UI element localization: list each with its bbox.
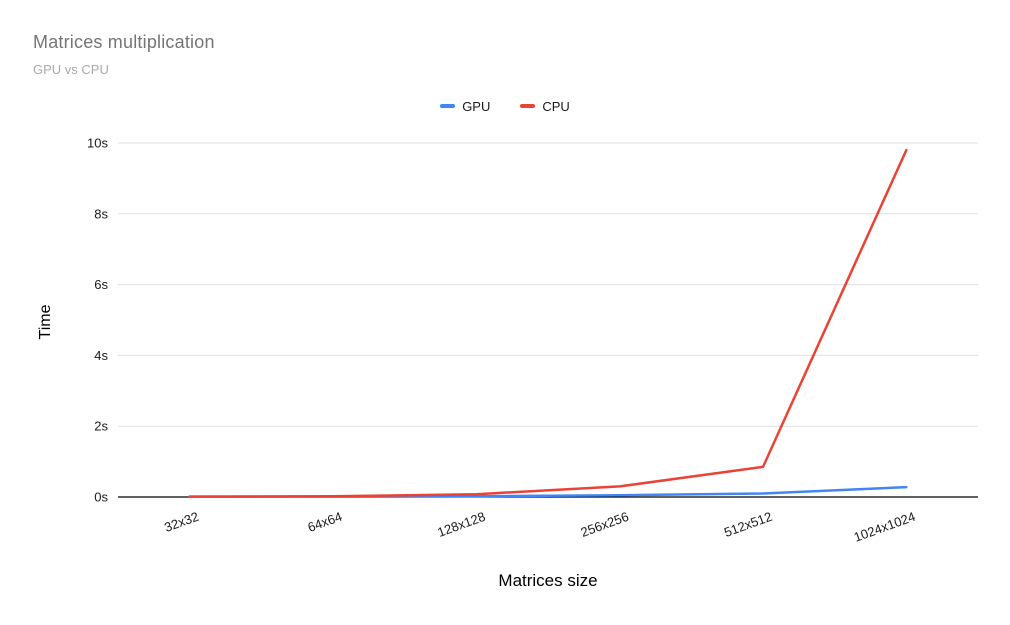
x-tick-label: 1024x1024: [852, 509, 918, 545]
legend-marker-gpu: [440, 104, 456, 108]
x-tick-label: 128x128: [435, 509, 487, 540]
x-tick-label: 512x512: [722, 509, 774, 540]
y-axis-title: Time: [37, 304, 54, 340]
y-tick-label: 8s: [94, 206, 108, 221]
y-tick-label: 10s: [87, 136, 108, 151]
legend-item-gpu: GPU: [440, 99, 490, 114]
legend-item-cpu: CPU: [520, 98, 570, 114]
y-tick-label: 4s: [94, 348, 108, 363]
legend-marker-cpu: [520, 104, 536, 108]
y-tick-label: 2s: [94, 419, 108, 434]
series-line-cpu: [188, 148, 908, 498]
x-tick-label: 64x64: [306, 509, 344, 535]
chart-subtitle: GPU vs CPU: [33, 62, 109, 77]
legend-label: GPU: [462, 98, 491, 114]
y-tick-label: 6s: [94, 277, 108, 292]
legend: GPU CPU: [0, 97, 1010, 115]
x-tick-label: 256x256: [579, 509, 631, 540]
chart-title: Matrices multiplication: [33, 32, 215, 52]
y-tick-label: 0s: [94, 490, 108, 505]
legend-label: CPU: [542, 98, 570, 114]
x-tick-label: 32x32: [162, 509, 200, 535]
x-axis-title: Matrices size: [498, 571, 598, 590]
